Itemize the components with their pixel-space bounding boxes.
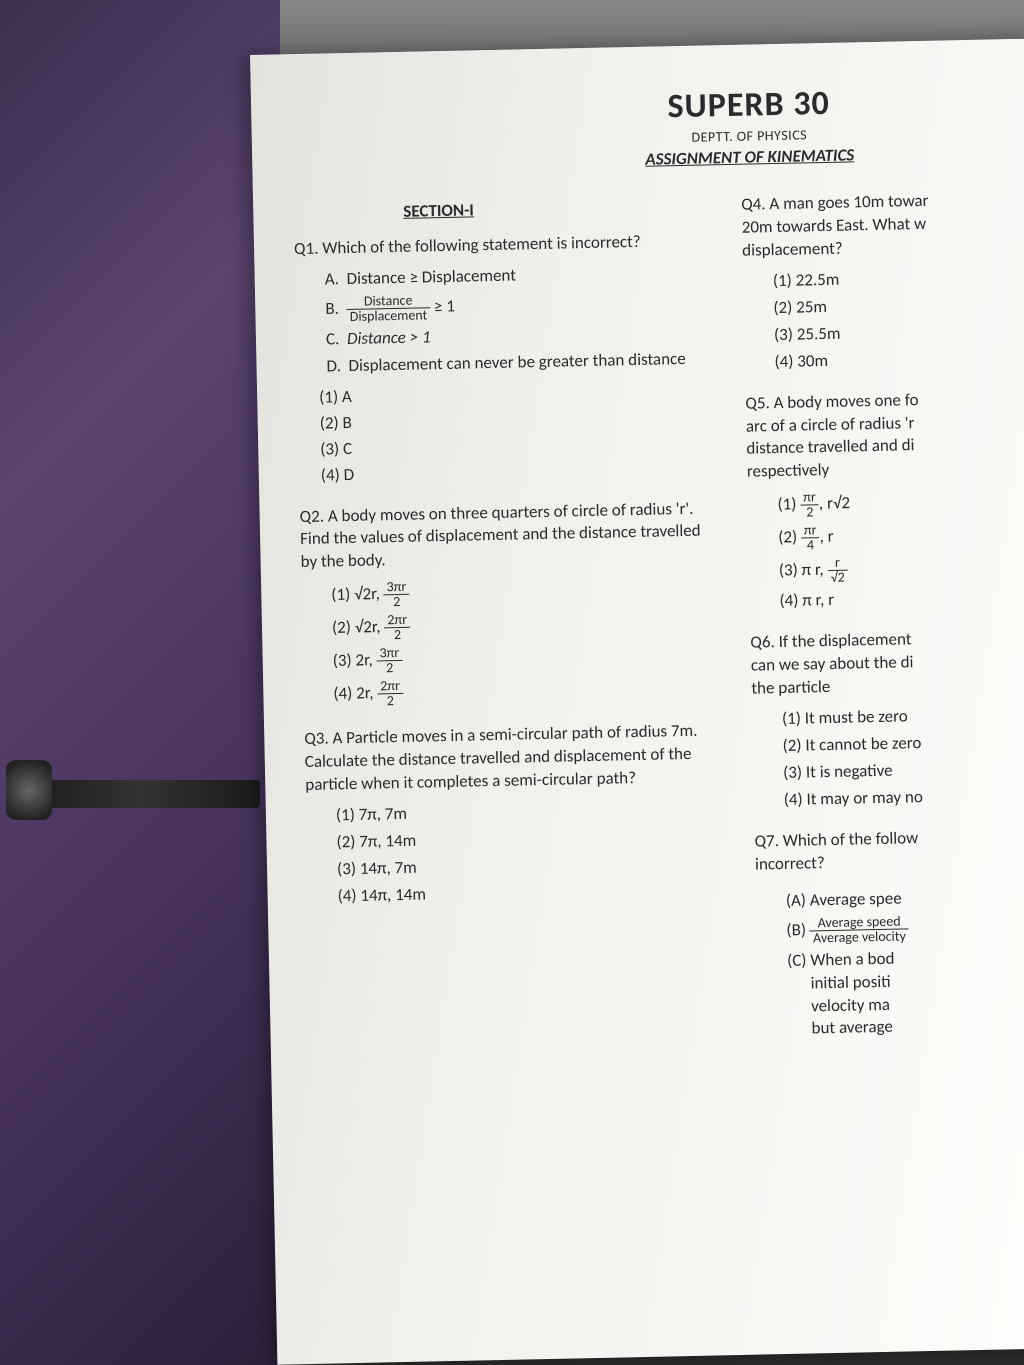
question-1: Q1. Which of the following statement is … bbox=[294, 229, 719, 487]
left-column: SECTION-I Q1. Which of the following sta… bbox=[293, 194, 731, 1069]
q5-opt-2: (2) πr4, r bbox=[778, 519, 1024, 554]
right-column: Q4. A man goes 10m towar 20m towards Eas… bbox=[741, 188, 1024, 1060]
question-6: Q6. If the displacement can we say about… bbox=[750, 626, 1024, 813]
q7-opt-b: (B) Average speedAverage velocity bbox=[786, 911, 1024, 946]
q3-opt-2: (2) 7π, 14m bbox=[336, 823, 726, 854]
question-3: Q3. A Particle moves in a semi-circular … bbox=[304, 720, 728, 909]
q1-def-b: B. DistanceDisplacement ≥ 1 bbox=[325, 287, 716, 324]
q7-text: Q7. Which of the follow incorrect? bbox=[754, 824, 1024, 876]
q2-opt-3: (3) 2r, 3πr2 bbox=[332, 640, 723, 677]
q5-options: (1) πr2, r√2 (2) πr4, r (3) π r, r√2 (4)… bbox=[777, 486, 1024, 614]
q1-opt-4: (4) D bbox=[321, 456, 719, 487]
q6-text: Q6. If the displacement can we say about… bbox=[750, 626, 1024, 701]
q1-definitions: A. Distance ≥ Displacement B. DistanceDi… bbox=[324, 260, 716, 378]
q4-text: Q4. A man goes 10m towar 20m towards Eas… bbox=[741, 188, 1024, 263]
q3-opt-4: (4) 14π, 14m bbox=[337, 877, 727, 908]
q3-opt-1: (1) 7π, 7m bbox=[336, 796, 726, 827]
q2-opt-2: (2) √2r, 2πr2 bbox=[332, 607, 723, 644]
q5-opt-1: (1) πr2, r√2 bbox=[777, 486, 1024, 521]
q4-opt-2: (2) 25m bbox=[773, 291, 1024, 320]
q2-options: (1) √2r, 3πr2 (2) √2r, 2πr2 (3) 2r, 3πr2… bbox=[331, 574, 724, 710]
q4-opt-3: (3) 25.5m bbox=[774, 318, 1024, 347]
q6-options: (1) It must be zero (2) It cannot be zer… bbox=[782, 702, 1024, 811]
question-5: Q5. A body moves one fo arc of a circle … bbox=[745, 386, 1024, 614]
two-column-layout: SECTION-I Q1. Which of the following sta… bbox=[293, 188, 1024, 1070]
q1-text: Q1. Which of the following statement is … bbox=[294, 229, 714, 261]
q7-options: (A) Average spee (B) Average speedAverag… bbox=[786, 884, 1024, 1041]
bag-zipper-pull bbox=[6, 760, 52, 820]
q6-opt-1: (1) It must be zero bbox=[782, 702, 1024, 731]
bag-zipper bbox=[20, 780, 260, 808]
question-4: Q4. A man goes 10m towar 20m towards Eas… bbox=[741, 188, 1024, 375]
question-7: Q7. Which of the follow incorrect? (A) A… bbox=[754, 824, 1024, 1042]
q6-opt-4: (4) It may or may no bbox=[783, 783, 1024, 812]
q4-opt-1: (1) 22.5m bbox=[773, 264, 1024, 293]
q3-opt-3: (3) 14π, 7m bbox=[337, 850, 727, 881]
q3-options: (1) 7π, 7m (2) 7π, 14m (3) 14π, 7m (4) 1… bbox=[336, 796, 728, 908]
q6-opt-3: (3) It is negative bbox=[783, 756, 1024, 785]
q1-def-d: D. Displacement can never be greater tha… bbox=[326, 347, 716, 378]
background-bag bbox=[0, 0, 280, 1365]
q7-opt-a: (A) Average spee bbox=[786, 884, 1024, 913]
worksheet-header: SUPERB 30 DEPTT. OF PHYSICS ASSIGNMENT O… bbox=[461, 79, 1024, 174]
q5-opt-3: (3) π r, r√2 bbox=[779, 552, 1024, 587]
q1-def-c: C. Distance > 1 bbox=[326, 320, 716, 351]
worksheet-paper: SUPERB 30 DEPTT. OF PHYSICS ASSIGNMENT O… bbox=[250, 38, 1024, 1364]
q3-text: Q3. A Particle moves in a semi-circular … bbox=[304, 720, 725, 798]
q4-options: (1) 22.5m (2) 25m (3) 25.5m (4) 30m bbox=[773, 264, 1024, 373]
q6-opt-2: (2) It cannot be zero bbox=[782, 729, 1024, 758]
q2-text: Q2. A body moves on three quarters of ci… bbox=[299, 497, 720, 575]
q5-text: Q5. A body moves one fo arc of a circle … bbox=[745, 386, 1024, 484]
question-2: Q2. A body moves on three quarters of ci… bbox=[299, 497, 723, 711]
q7-opt-c: (C) When a bod initial positi velocity m… bbox=[787, 944, 1024, 1041]
q2-opt-4: (4) 2r, 2πr2 bbox=[333, 673, 724, 710]
q1-def-a: A. Distance ≥ Displacement bbox=[324, 260, 714, 291]
q2-opt-1: (1) √2r, 3πr2 bbox=[331, 574, 722, 611]
q4-opt-4: (4) 30m bbox=[774, 345, 1024, 374]
q1-options: (1) A (2) B (3) C (4) D bbox=[319, 378, 719, 487]
section-heading: SECTION-I bbox=[403, 194, 713, 221]
q5-opt-4: (4) π r, r bbox=[779, 585, 1024, 614]
